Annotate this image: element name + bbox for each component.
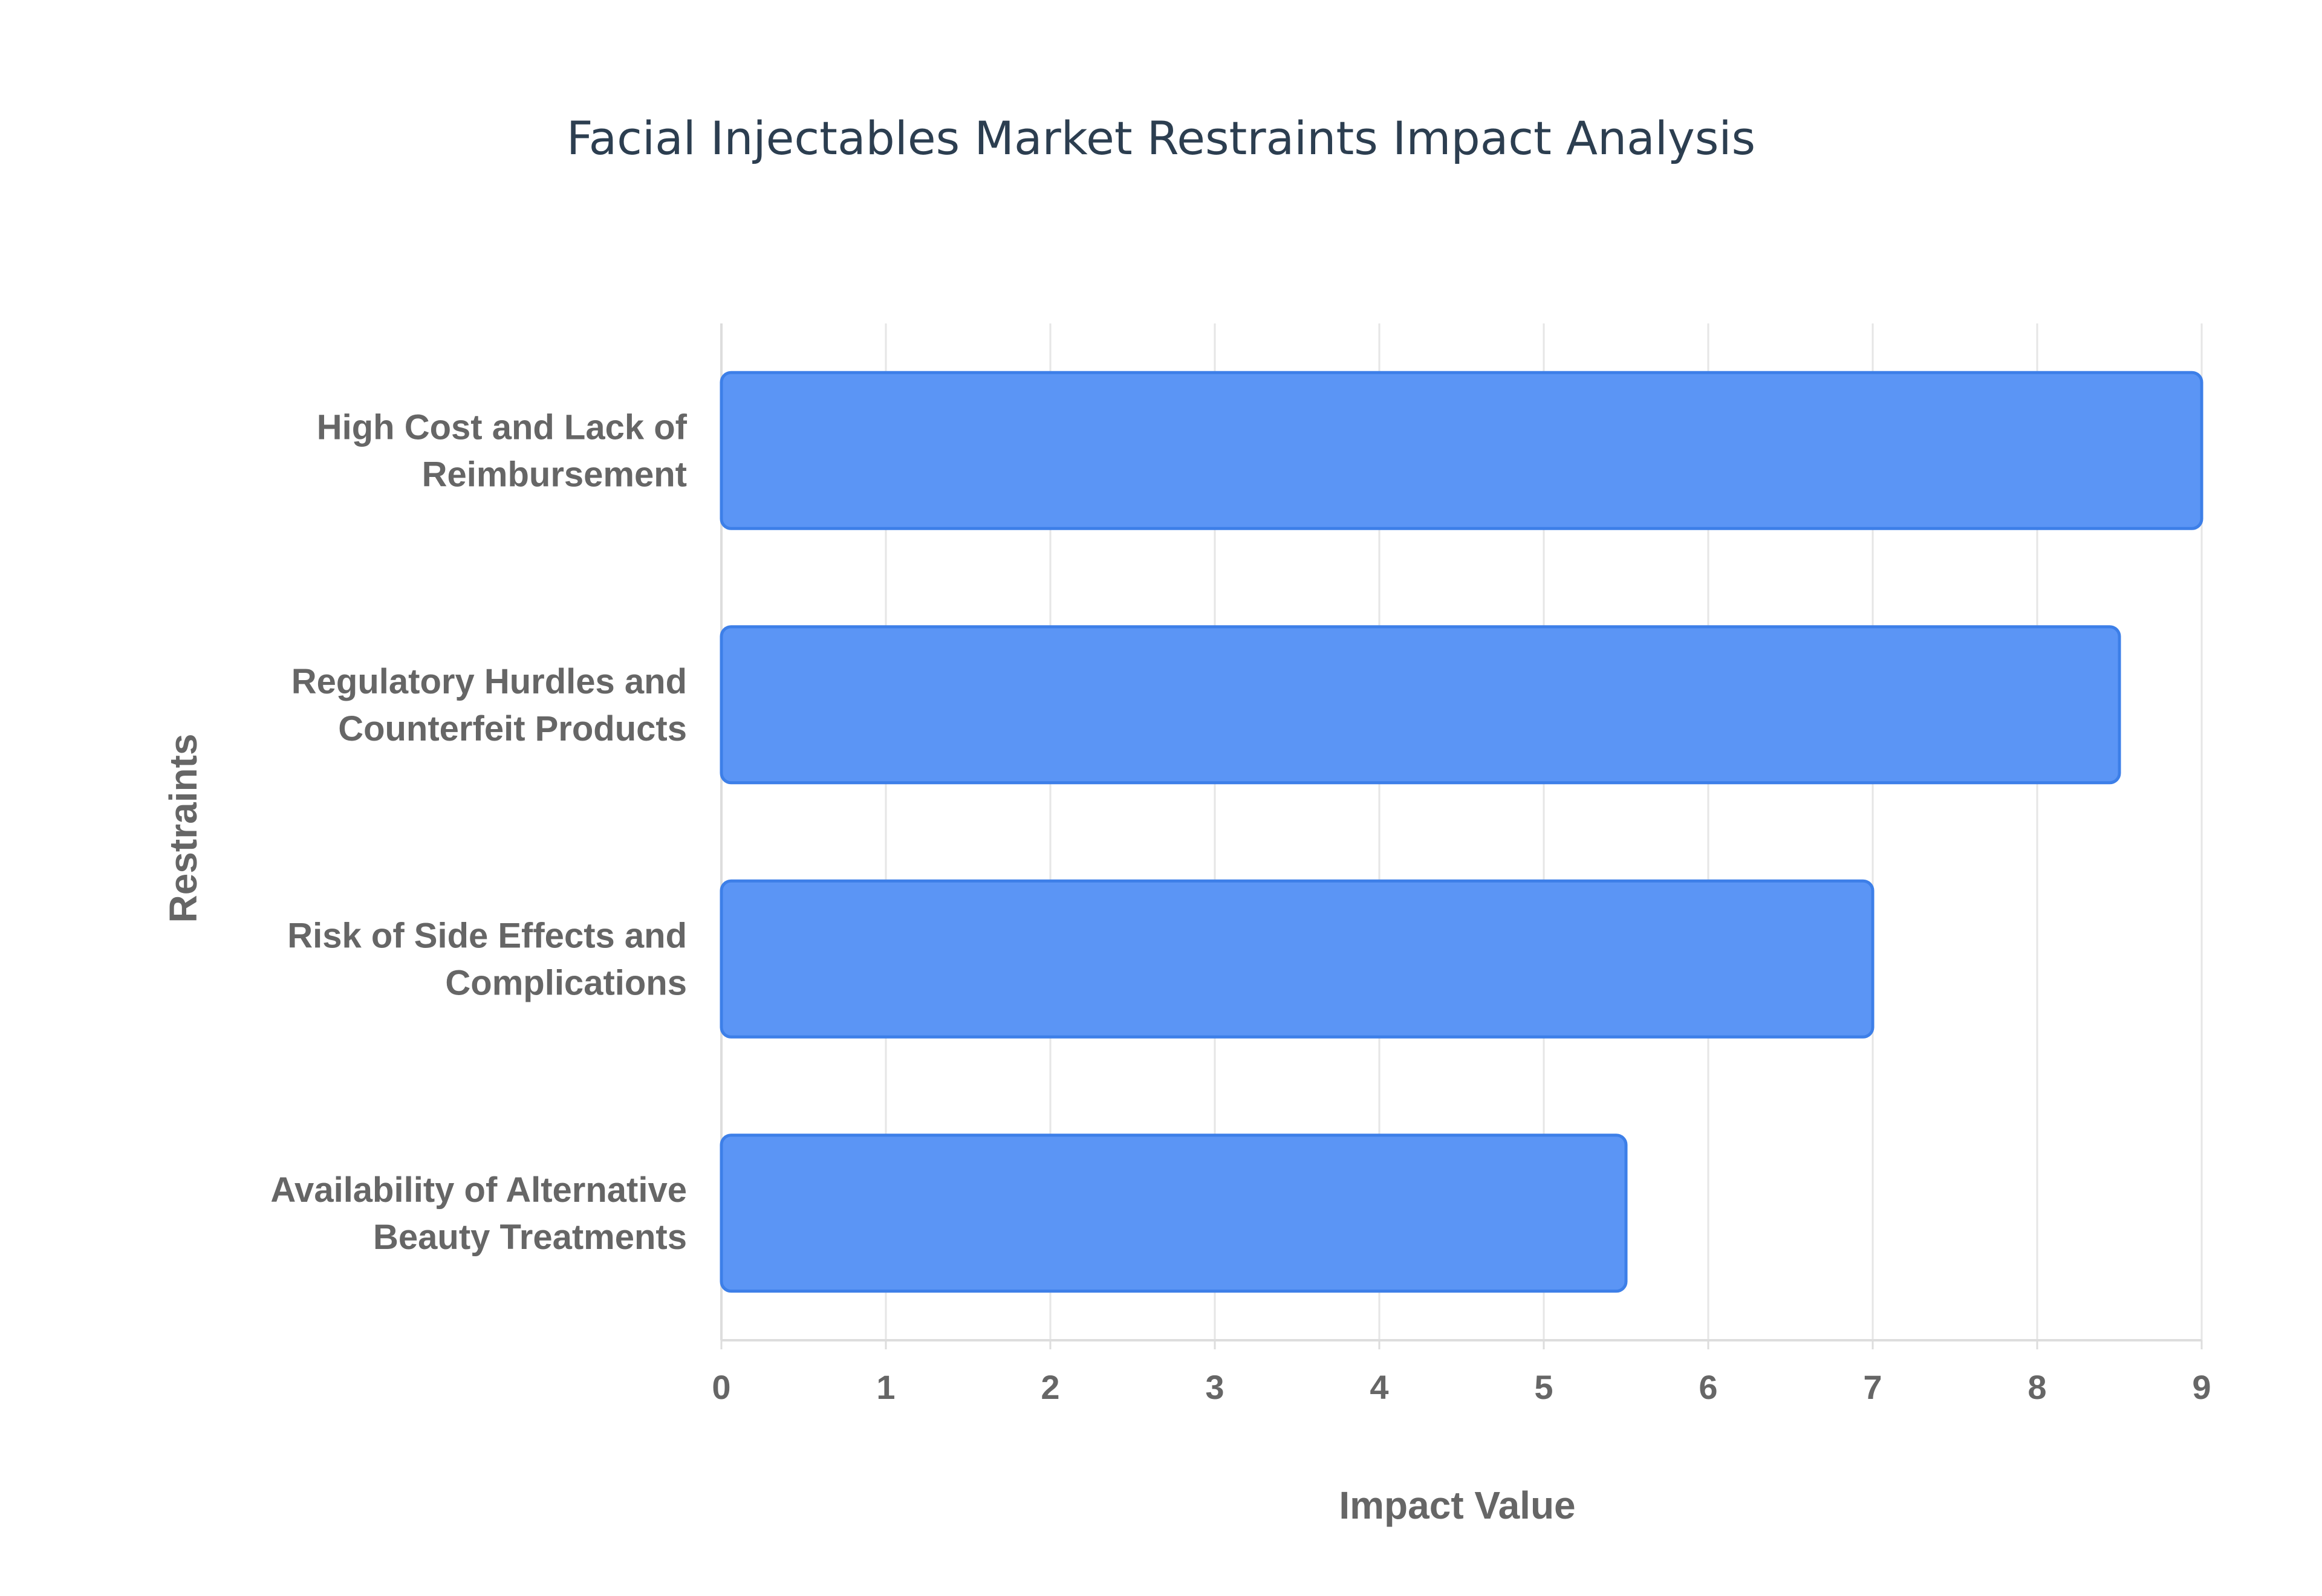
y-category-label: High Cost and Lack of: [317, 407, 688, 447]
x-tick-label: 1: [876, 1368, 895, 1406]
x-axis-title: Impact Value: [1339, 1484, 1575, 1527]
y-category-label: Reimbursement: [422, 455, 687, 494]
y-category-label: Beauty Treatments: [373, 1218, 687, 1257]
x-tick-label: 8: [2028, 1368, 2046, 1406]
x-tick-label: 6: [1699, 1368, 1717, 1406]
y-category-label: Regulatory Hurdles and: [291, 662, 687, 701]
y-axis-labels: High Cost and Lack of Reimbursement Regula…: [270, 407, 687, 1257]
y-category-label: Counterfeit Products: [338, 709, 687, 748]
bar-1[interactable]: [720, 371, 2203, 530]
chart-title: Facial Injectables Market Restraints Imp…: [567, 111, 1755, 165]
x-tick-label: 7: [1863, 1368, 1882, 1406]
y-category-label: Complications: [445, 963, 687, 1002]
x-tick-label: 0: [712, 1368, 730, 1406]
x-tick-label: 4: [1370, 1368, 1388, 1406]
x-tick-label: 9: [2192, 1368, 2211, 1406]
y-category-label: Risk of Side Effects and: [287, 916, 687, 955]
y-category-label: Availability of Alternative: [270, 1170, 687, 1210]
x-axis-ticks: 0 1 2 3 4 5 6 7 8 9: [712, 1340, 2211, 1406]
x-tick-label: 2: [1041, 1368, 1059, 1406]
bar-2[interactable]: [720, 625, 2121, 785]
bars: [720, 371, 2203, 1293]
x-tick-label: 3: [1205, 1368, 1224, 1406]
x-tick-label: 5: [1534, 1368, 1553, 1406]
y-axis-title: Restraints: [161, 734, 205, 923]
bar-4[interactable]: [720, 1134, 1628, 1293]
bar-3[interactable]: [720, 879, 1875, 1039]
